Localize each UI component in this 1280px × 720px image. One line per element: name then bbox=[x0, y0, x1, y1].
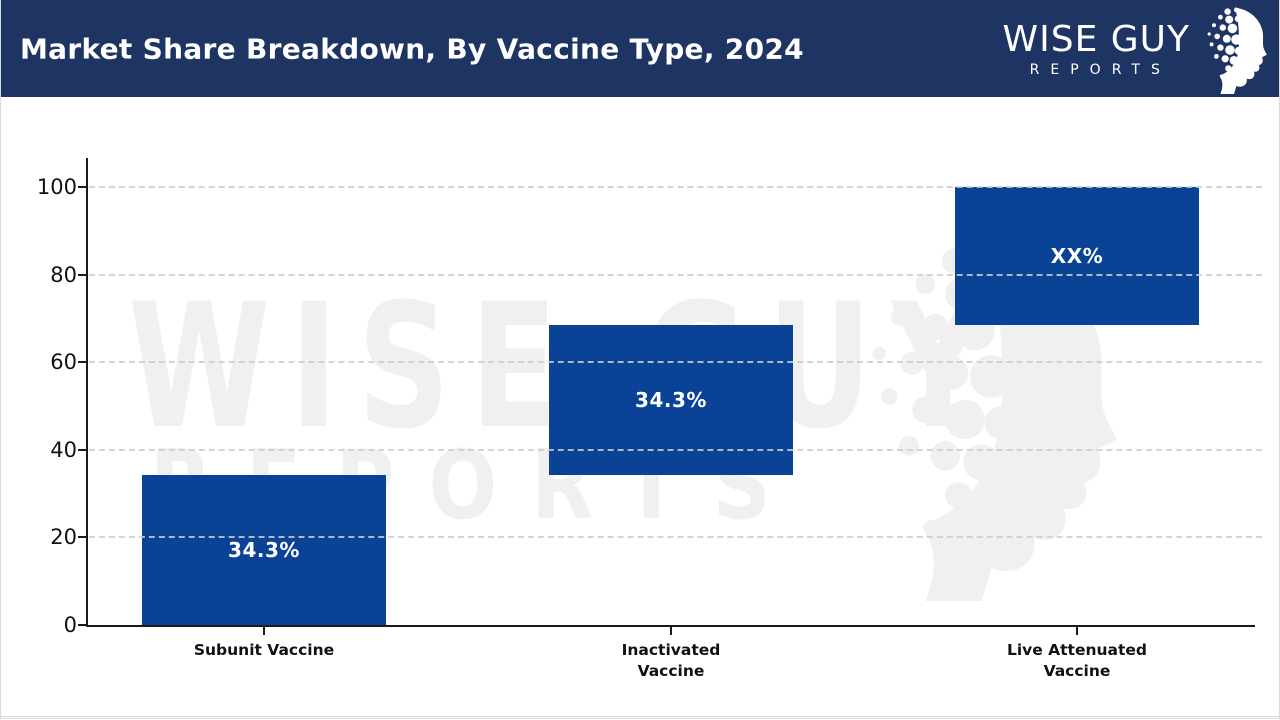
y-tick-mark bbox=[78, 361, 86, 364]
y-tick-mark bbox=[78, 273, 86, 276]
logo-wordmark: WISE GUY bbox=[1002, 19, 1190, 60]
gridline bbox=[89, 361, 1262, 364]
x-axis-line bbox=[86, 625, 1255, 627]
y-tick-label: 40 bbox=[50, 437, 77, 462]
bar-value-label: 34.3% bbox=[228, 537, 300, 562]
y-tick-mark bbox=[78, 186, 86, 188]
logo-subtitle: REPORTS bbox=[1029, 62, 1171, 78]
x-tick-mark bbox=[263, 627, 265, 635]
bar-value-label: 34.3% bbox=[635, 387, 707, 412]
x-tick-label: Inactivated Vaccine bbox=[621, 641, 721, 680]
gridline bbox=[89, 448, 1262, 451]
y-tick-mark bbox=[78, 536, 86, 539]
chart-title: Market Share Breakdown, By Vaccine Type,… bbox=[20, 32, 804, 65]
x-tick-mark bbox=[1076, 627, 1078, 635]
y-tick-label: 80 bbox=[50, 262, 77, 287]
header-bar: Market Share Breakdown, By Vaccine Type,… bbox=[0, 0, 1280, 97]
gridline bbox=[89, 273, 1262, 276]
bar: 34.3% bbox=[549, 324, 793, 475]
y-tick-label: 0 bbox=[63, 613, 77, 637]
bottom-divider bbox=[0, 716, 1280, 717]
gridline bbox=[89, 186, 1262, 188]
x-tick-mark bbox=[670, 627, 672, 635]
x-tick-label: Subunit Vaccine bbox=[193, 641, 335, 659]
wise-guy-reports-logo: WISE GUY REPORTS bbox=[1003, 4, 1272, 94]
logo-face-icon bbox=[1190, 6, 1270, 94]
y-tick-label: 100 bbox=[36, 175, 77, 199]
gridline bbox=[89, 536, 1262, 539]
y-tick-mark bbox=[78, 448, 86, 451]
y-tick-label: 20 bbox=[50, 525, 77, 550]
logo-text: WISE GUY REPORTS bbox=[1003, 20, 1191, 79]
bar: XX% bbox=[955, 187, 1199, 325]
bar: 34.3% bbox=[142, 474, 386, 625]
y-tick-label: 60 bbox=[50, 350, 77, 375]
bar-value-label: XX% bbox=[1050, 243, 1104, 268]
y-axis-line bbox=[86, 158, 88, 627]
x-tick-label: Live Attenuated Vaccine bbox=[1006, 641, 1148, 680]
y-tick-mark bbox=[78, 624, 86, 626]
